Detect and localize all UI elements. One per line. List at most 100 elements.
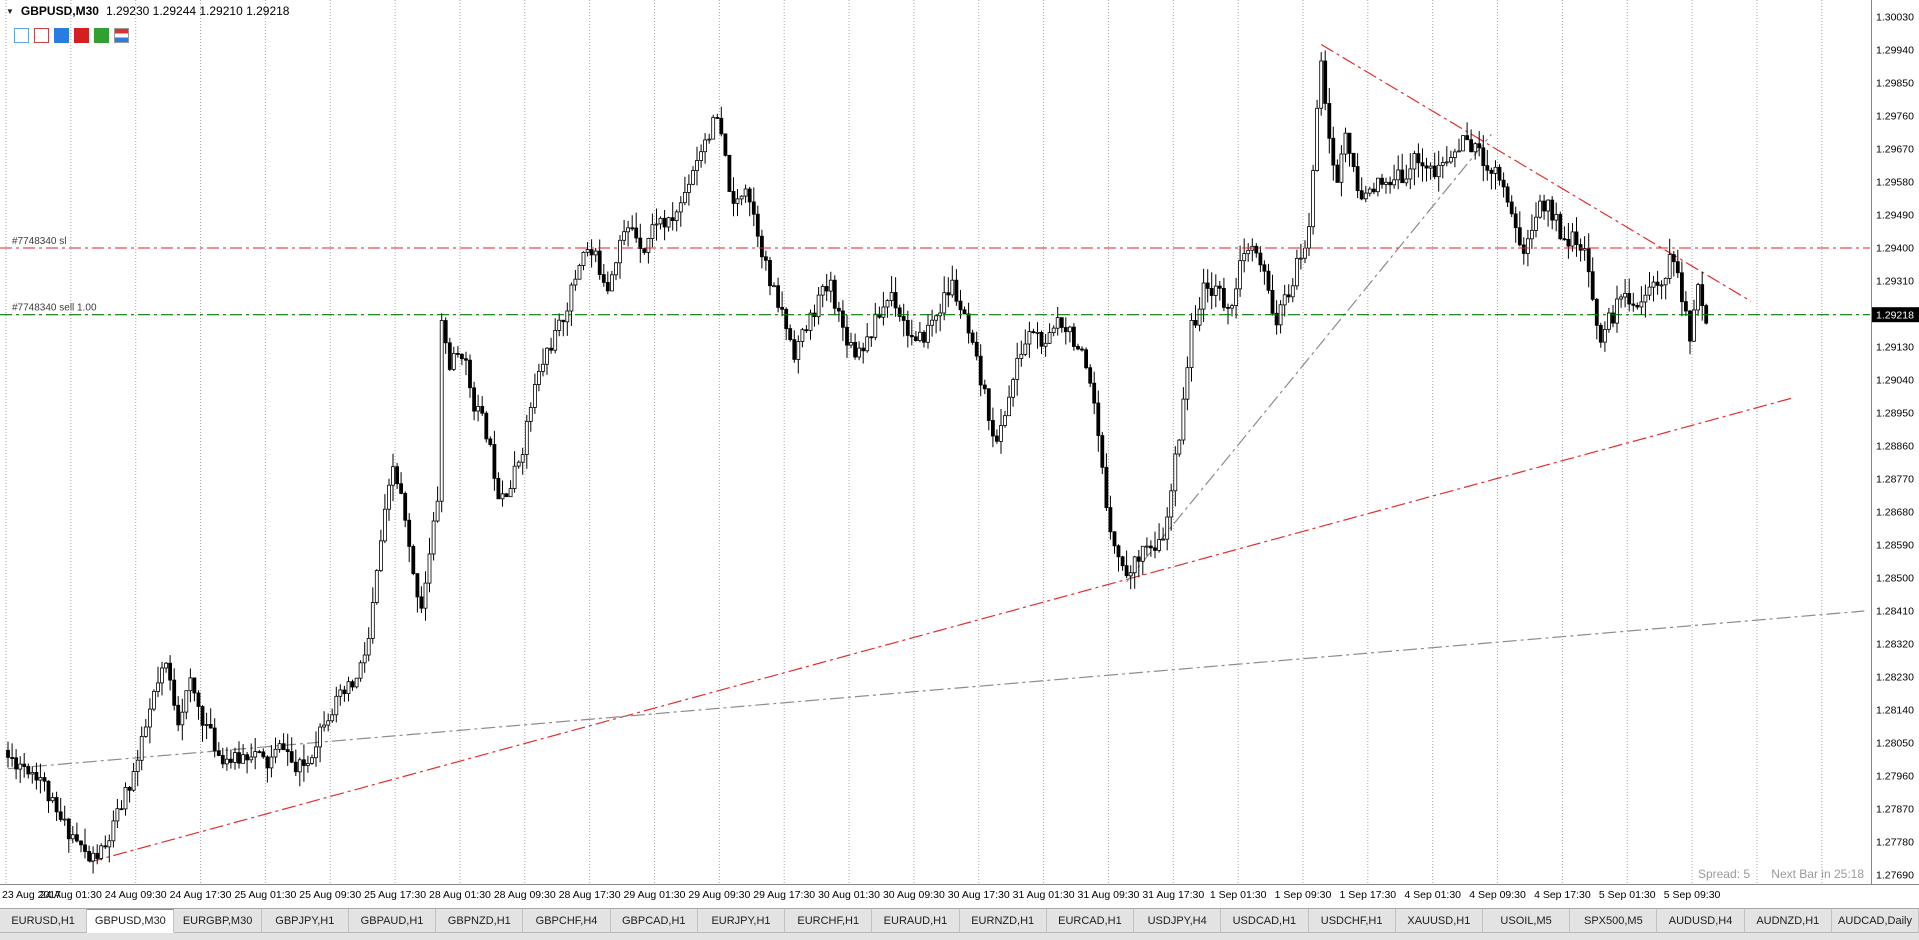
price-tick-label: 1.28230 (1876, 672, 1914, 684)
square-solid-green-icon[interactable] (94, 28, 109, 43)
time-tick-label: 29 Aug 09:30 (688, 889, 750, 901)
tab-gbpjpy-h1[interactable]: GBPJPY,H1 (261, 909, 349, 933)
price-tick-label: 1.28950 (1876, 408, 1914, 420)
time-tick-label: 30 Aug 17:30 (948, 889, 1010, 901)
price-tick-label: 1.27780 (1876, 837, 1914, 849)
price-tick-label: 1.29130 (1876, 342, 1914, 354)
tab-gbpaud-h1[interactable]: GBPAUD,H1 (348, 909, 437, 933)
tab-gbpcad-h1[interactable]: GBPCAD,H1 (610, 909, 698, 933)
price-tick-label: 1.27870 (1876, 804, 1914, 816)
time-tick-label: 24 Aug 01:30 (40, 889, 102, 901)
current-price-label: 1.29218 (1876, 310, 1914, 322)
level-label: #7748340 sell 1.00 (12, 303, 97, 314)
tab-spx500-m5[interactable]: SPX500,M5 (1570, 909, 1658, 933)
price-tick-label: 1.27960 (1876, 771, 1914, 783)
price-tick-label: 1.28050 (1876, 738, 1914, 750)
price-tick-label: 1.30030 (1876, 12, 1914, 24)
time-tick-label: 28 Aug 17:30 (559, 889, 621, 901)
tab-audusd-h4[interactable]: AUDUSD,H4 (1657, 909, 1745, 933)
square-striped-icon[interactable] (114, 28, 129, 43)
tab-eurnzd-h1[interactable]: EURNZD,H1 (959, 909, 1047, 933)
time-tick-label: 4 Sep 09:30 (1469, 889, 1526, 901)
price-tick-label: 1.29490 (1876, 210, 1914, 222)
square-outline-red-icon[interactable] (34, 28, 49, 43)
tab-eurchf-h1[interactable]: EURCHF,H1 (785, 909, 873, 933)
tab-usdcad-h1[interactable]: USDCAD,H1 (1221, 909, 1309, 933)
tab-usdchf-h1[interactable]: USDCHF,H1 (1308, 909, 1396, 933)
time-tick-label: 5 Sep 09:30 (1664, 889, 1721, 901)
time-tick-label: 5 Sep 01:30 (1599, 889, 1656, 901)
price-tick-label: 1.28770 (1876, 474, 1914, 486)
time-tick-label: 28 Aug 01:30 (429, 889, 491, 901)
price-tick-label: 1.29760 (1876, 111, 1914, 123)
time-tick-label: 4 Sep 17:30 (1534, 889, 1591, 901)
square-solid-red-icon[interactable] (74, 28, 89, 43)
tab-xauusd-h1[interactable]: XAUUSD,H1 (1395, 909, 1483, 933)
time-tick-label: 4 Sep 01:30 (1404, 889, 1461, 901)
price-tick-label: 1.27690 (1876, 870, 1914, 882)
trendlines-layer[interactable] (7, 43, 1865, 863)
time-tick-label: 29 Aug 17:30 (753, 889, 815, 901)
tab-audcad-daily[interactable]: AUDCAD,Daily (1831, 909, 1919, 933)
square-solid-blue-icon[interactable] (54, 28, 69, 43)
time-tick-label: 23 Aug 2017 (2, 889, 61, 901)
tab-euraud-h1[interactable]: EURAUD,H1 (872, 909, 960, 933)
tab-eurusd-h1[interactable]: EURUSD,H1 (0, 909, 88, 933)
next-bar-status: Next Bar in 25:18 (1771, 867, 1864, 881)
level-label: #7748340 sl (12, 236, 67, 247)
time-tick-label: 30 Aug 09:30 (883, 889, 945, 901)
tab-usoil-m5[interactable]: USOIL,M5 (1482, 909, 1571, 933)
time-tick-label: 30 Aug 01:30 (818, 889, 880, 901)
trendline-support-ascending-red[interactable] (88, 397, 1792, 863)
levels-layer[interactable]: #7748340 sl #7748340 sell 1.00 (0, 236, 1870, 316)
price-tick-label: 1.28320 (1876, 639, 1914, 651)
price-tick-label: 1.29580 (1876, 177, 1914, 189)
trendline-shallow-ascending-gray[interactable] (7, 610, 1865, 770)
time-tick-label: 25 Aug 01:30 (234, 889, 296, 901)
price-tick-label: 1.29850 (1876, 78, 1914, 90)
time-tick-label: 31 Aug 17:30 (1142, 889, 1204, 901)
time-tick-label: 31 Aug 01:30 (1013, 889, 1075, 901)
tab-eurgbp-m30[interactable]: EURGBP,M30 (174, 909, 262, 933)
tab-eurcad-h1[interactable]: EURCAD,H1 (1046, 909, 1135, 933)
price-tick-label: 1.29940 (1876, 45, 1914, 57)
spread-status: Spread: 5 (1698, 867, 1750, 881)
price-tick-label: 1.28140 (1876, 705, 1914, 717)
price-tick-label: 1.28500 (1876, 573, 1914, 585)
grid-layer (5, 0, 1823, 884)
tab-gbpchf-h4[interactable]: GBPCHF,H4 (523, 909, 611, 933)
price-tick-label: 1.28410 (1876, 606, 1914, 618)
tab-usdjpy-h4[interactable]: USDJPY,H4 (1134, 909, 1222, 933)
time-tick-label: 29 Aug 01:30 (624, 889, 686, 901)
price-tick-label: 1.28860 (1876, 441, 1914, 453)
price-tick-label: 1.29040 (1876, 375, 1914, 387)
square-outline-blue-icon[interactable] (14, 28, 29, 43)
trendline-resistance-descending-red[interactable] (1320, 43, 1752, 302)
time-tick-label: 25 Aug 09:30 (299, 889, 361, 901)
time-tick-label: 1 Sep 17:30 (1340, 889, 1397, 901)
chart-tab-bar: EURUSD,H1 GBPUSD,M30 EURGBP,M30 GBPJPY,H1 GB… (0, 908, 1919, 940)
trendline-steep-ascending-gray[interactable] (1126, 133, 1492, 583)
chart-object-toolbar (14, 28, 129, 43)
price-tick-label: 1.29670 (1876, 144, 1914, 156)
price-tick-label: 1.28590 (1876, 540, 1914, 552)
price-tick-label: 1.28680 (1876, 507, 1914, 519)
time-tick-label: 25 Aug 17:30 (364, 889, 426, 901)
time-tick-label: 24 Aug 17:30 (170, 889, 232, 901)
candles-layer[interactable] (6, 60, 1709, 862)
price-tick-label: 1.29310 (1876, 276, 1914, 288)
candle-wicks-layer (7, 50, 1707, 874)
tab-audnzd-h1[interactable]: AUDNZD,H1 (1744, 909, 1832, 933)
tab-gbpnzd-h1[interactable]: GBPNZD,H1 (436, 909, 524, 933)
tab-gbpusd-m30[interactable]: GBPUSD,M30 (87, 909, 175, 933)
time-tick-label: 31 Aug 09:30 (1077, 889, 1139, 901)
time-tick-label: 24 Aug 09:30 (105, 889, 167, 901)
chart-canvas[interactable]: #7748340 sl #7748340 sell 1.00 1.30030 1.29… (0, 0, 1919, 908)
tab-eurjpy-h1[interactable]: EURJPY,H1 (697, 909, 786, 933)
price-tick-label: 1.29400 (1876, 243, 1914, 255)
current-price-tag (1872, 307, 1919, 323)
time-tick-label: 1 Sep 09:30 (1275, 889, 1332, 901)
price-axis[interactable]: 1.30030 1.29940 1.29850 1.29760 1.29670 1.295… (1872, 12, 1919, 882)
